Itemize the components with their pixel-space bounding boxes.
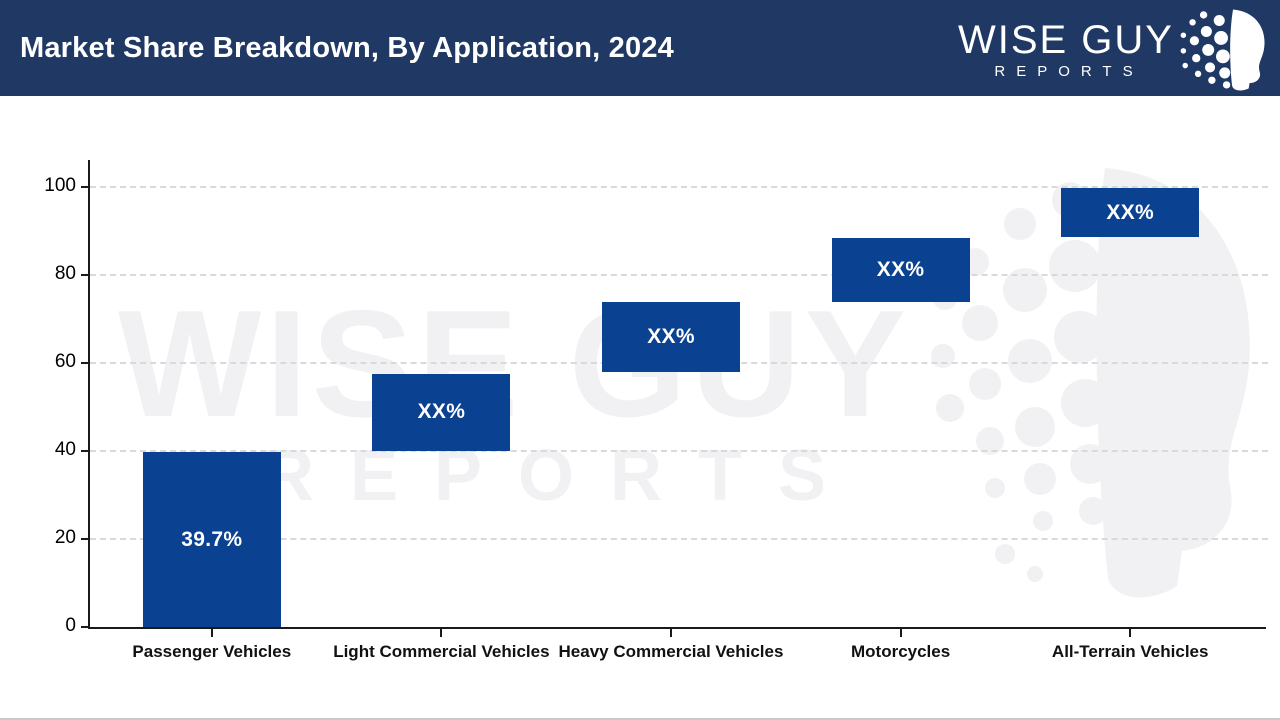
bar-segment: XX%	[1061, 188, 1200, 238]
gridline	[90, 450, 1268, 452]
x-axis-line	[88, 627, 1266, 629]
gridline	[90, 274, 1268, 276]
bar-segment: XX%	[602, 301, 740, 373]
bar-segment: XX%	[372, 373, 511, 451]
y-axis-tick-mark	[81, 626, 88, 628]
x-axis-tick-mark	[899, 629, 902, 637]
y-axis-tick-mark	[81, 538, 88, 540]
x-axis-category-label: Heavy Commercial Vehicles	[558, 642, 784, 661]
y-axis-tick-mark	[81, 450, 88, 452]
bar-value-label: XX%	[417, 400, 466, 424]
watermark-text-2: REPORTS	[262, 436, 863, 516]
watermark-text-1: WISE GUY	[118, 279, 911, 449]
bar-value-label: XX%	[647, 325, 695, 349]
bar-segment: XX%	[831, 238, 970, 302]
logo-subtitle: REPORTS	[994, 62, 1144, 80]
x-axis-category-label: All-Terrain Vehicles	[1051, 642, 1209, 661]
bar-value-label: XX%	[876, 258, 925, 282]
y-axis-tick-label: 0	[65, 615, 76, 636]
bar-segment: 39.7%	[142, 452, 281, 627]
y-axis-line	[88, 160, 90, 629]
gridline	[90, 538, 1268, 540]
header: Market Share Breakdown, By Application, …	[0, 0, 1280, 96]
logo-wordmark: WISE GUY	[957, 17, 1174, 62]
y-axis-tick-label: 20	[54, 527, 76, 548]
chart-title: Market Share Breakdown, By Application, …	[20, 31, 674, 64]
bar-value-label: 39.7%	[181, 527, 243, 551]
y-axis-tick-label: 60	[54, 351, 76, 372]
y-axis-tick-label: 40	[54, 439, 76, 460]
y-axis-tick-mark	[81, 362, 88, 364]
wiseguy-logo: WISE GUY REPORTS	[958, 6, 1268, 92]
y-axis-tick-label: 80	[54, 263, 76, 284]
y-axis-tick-mark	[81, 186, 88, 188]
x-axis-tick-mark	[210, 629, 213, 637]
logo-text: WISE GUY REPORTS	[958, 20, 1174, 79]
y-axis-tick-label: 100	[44, 175, 76, 196]
x-axis-category-label: Motorcycles	[850, 642, 951, 661]
x-axis-category-label: Light Commercial Vehicles	[333, 642, 550, 661]
logo-face-icon	[1180, 9, 1265, 91]
y-axis-tick-mark	[81, 274, 88, 276]
gridline	[90, 186, 1268, 188]
x-axis-tick-mark	[1129, 629, 1132, 637]
x-axis-tick-mark	[440, 629, 443, 637]
x-axis-category-label: Passenger Vehicles	[132, 642, 292, 661]
x-axis-tick-mark	[670, 629, 672, 637]
bar-value-label: XX%	[1106, 200, 1154, 224]
